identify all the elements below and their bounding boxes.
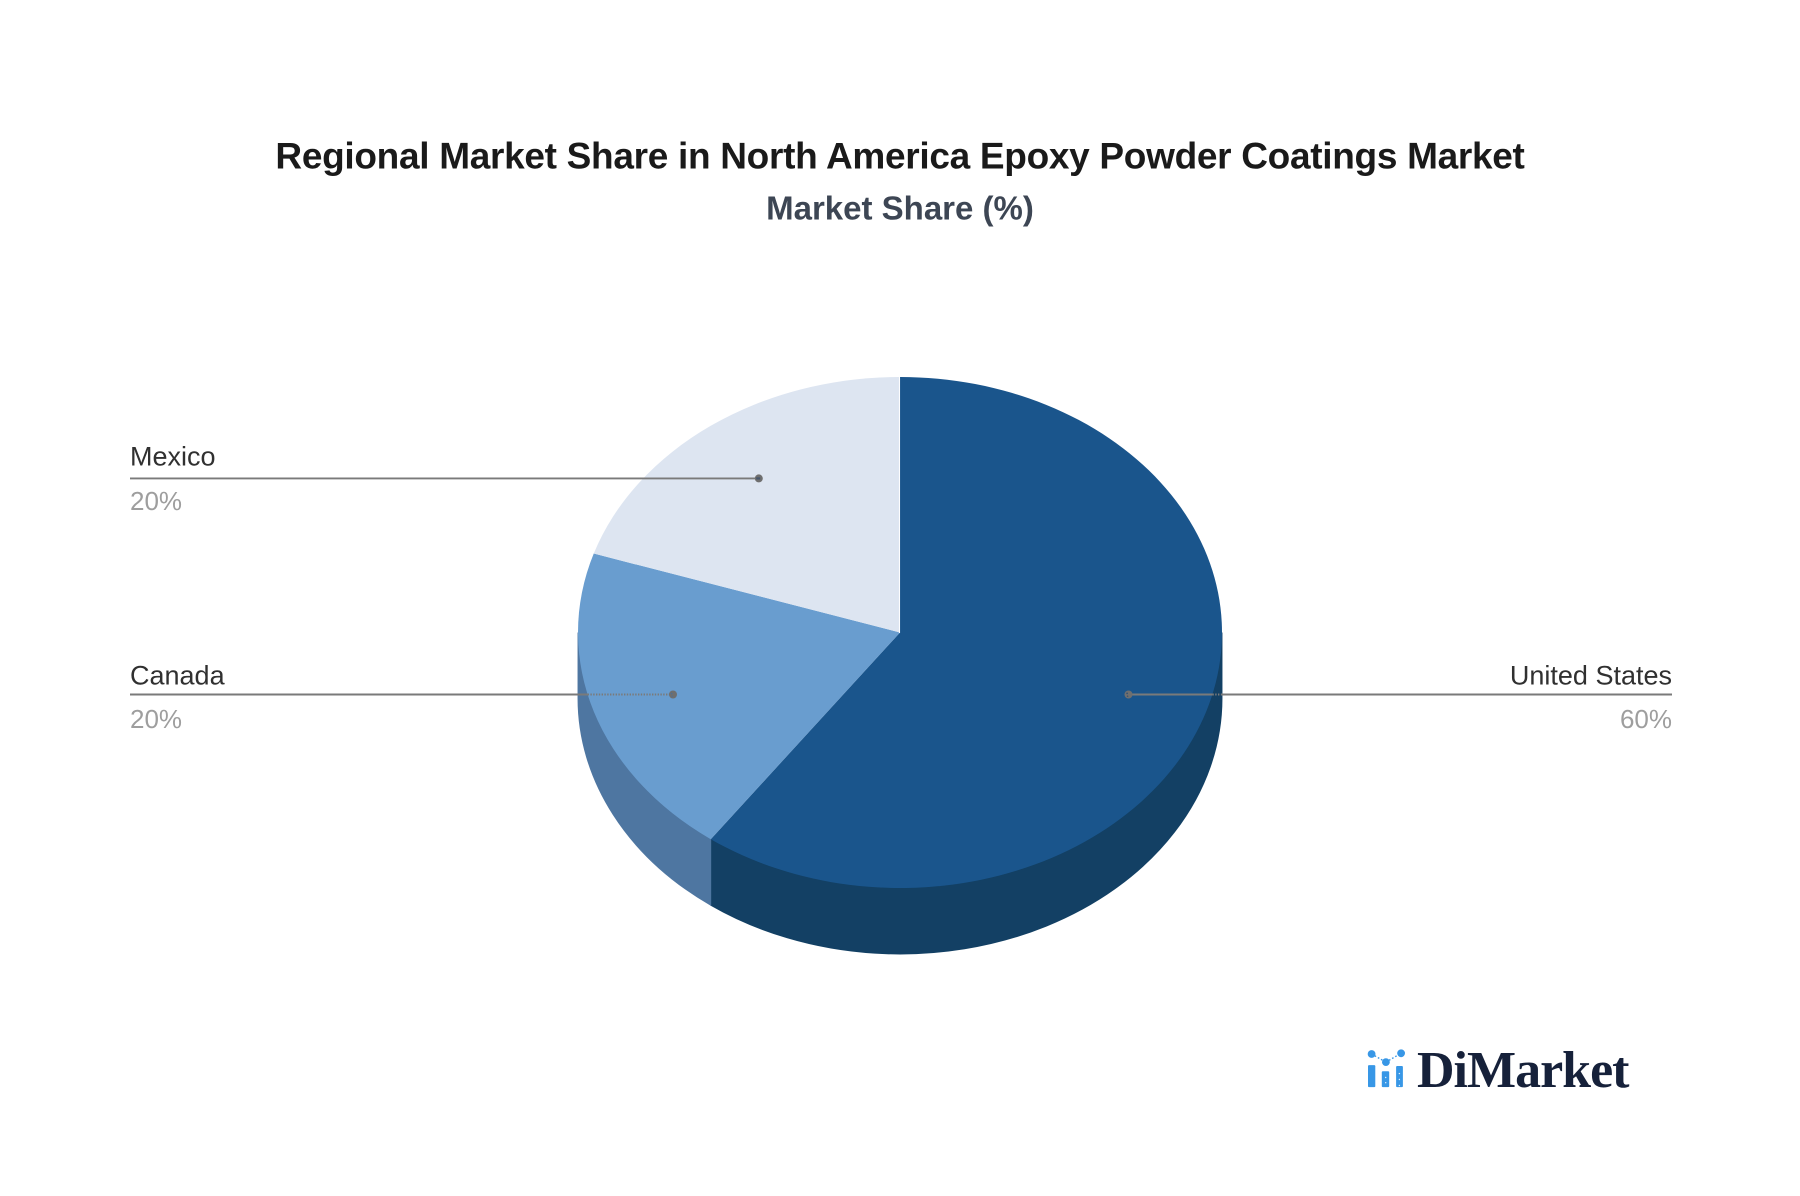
svg-text:United States: United States <box>1510 661 1672 691</box>
svg-text:60%: 60% <box>1620 704 1672 734</box>
svg-text:Canada: Canada <box>130 661 226 691</box>
svg-text:Mexico: Mexico <box>130 442 216 472</box>
svg-text:DiMarket: DiMarket <box>1417 1042 1630 1099</box>
svg-text:Market Share (%): Market Share (%) <box>766 190 1034 227</box>
svg-text:Regional Market Share in North: Regional Market Share in North America E… <box>275 136 1524 177</box>
svg-text:20%: 20% <box>130 486 182 516</box>
svg-text:20%: 20% <box>130 704 182 734</box>
